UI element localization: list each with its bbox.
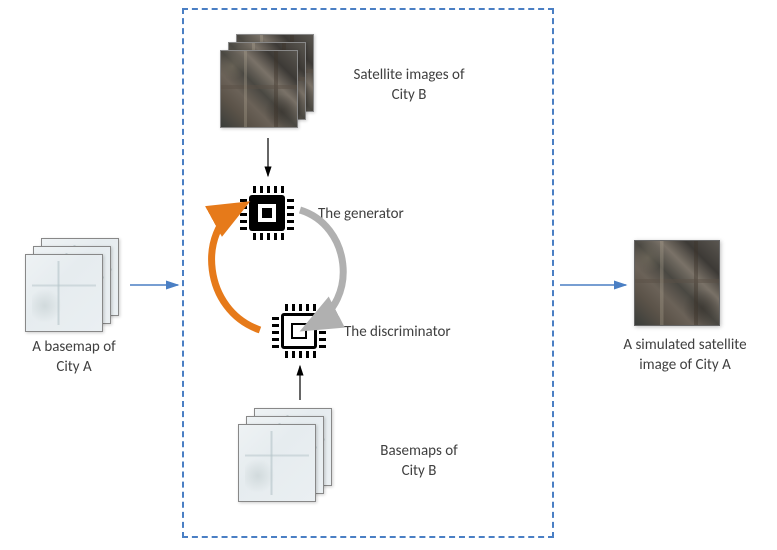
arrow-gen-to-disc bbox=[300, 210, 343, 325]
arrow-disc-to-gen bbox=[212, 208, 260, 330]
arrows-layer bbox=[0, 0, 777, 550]
